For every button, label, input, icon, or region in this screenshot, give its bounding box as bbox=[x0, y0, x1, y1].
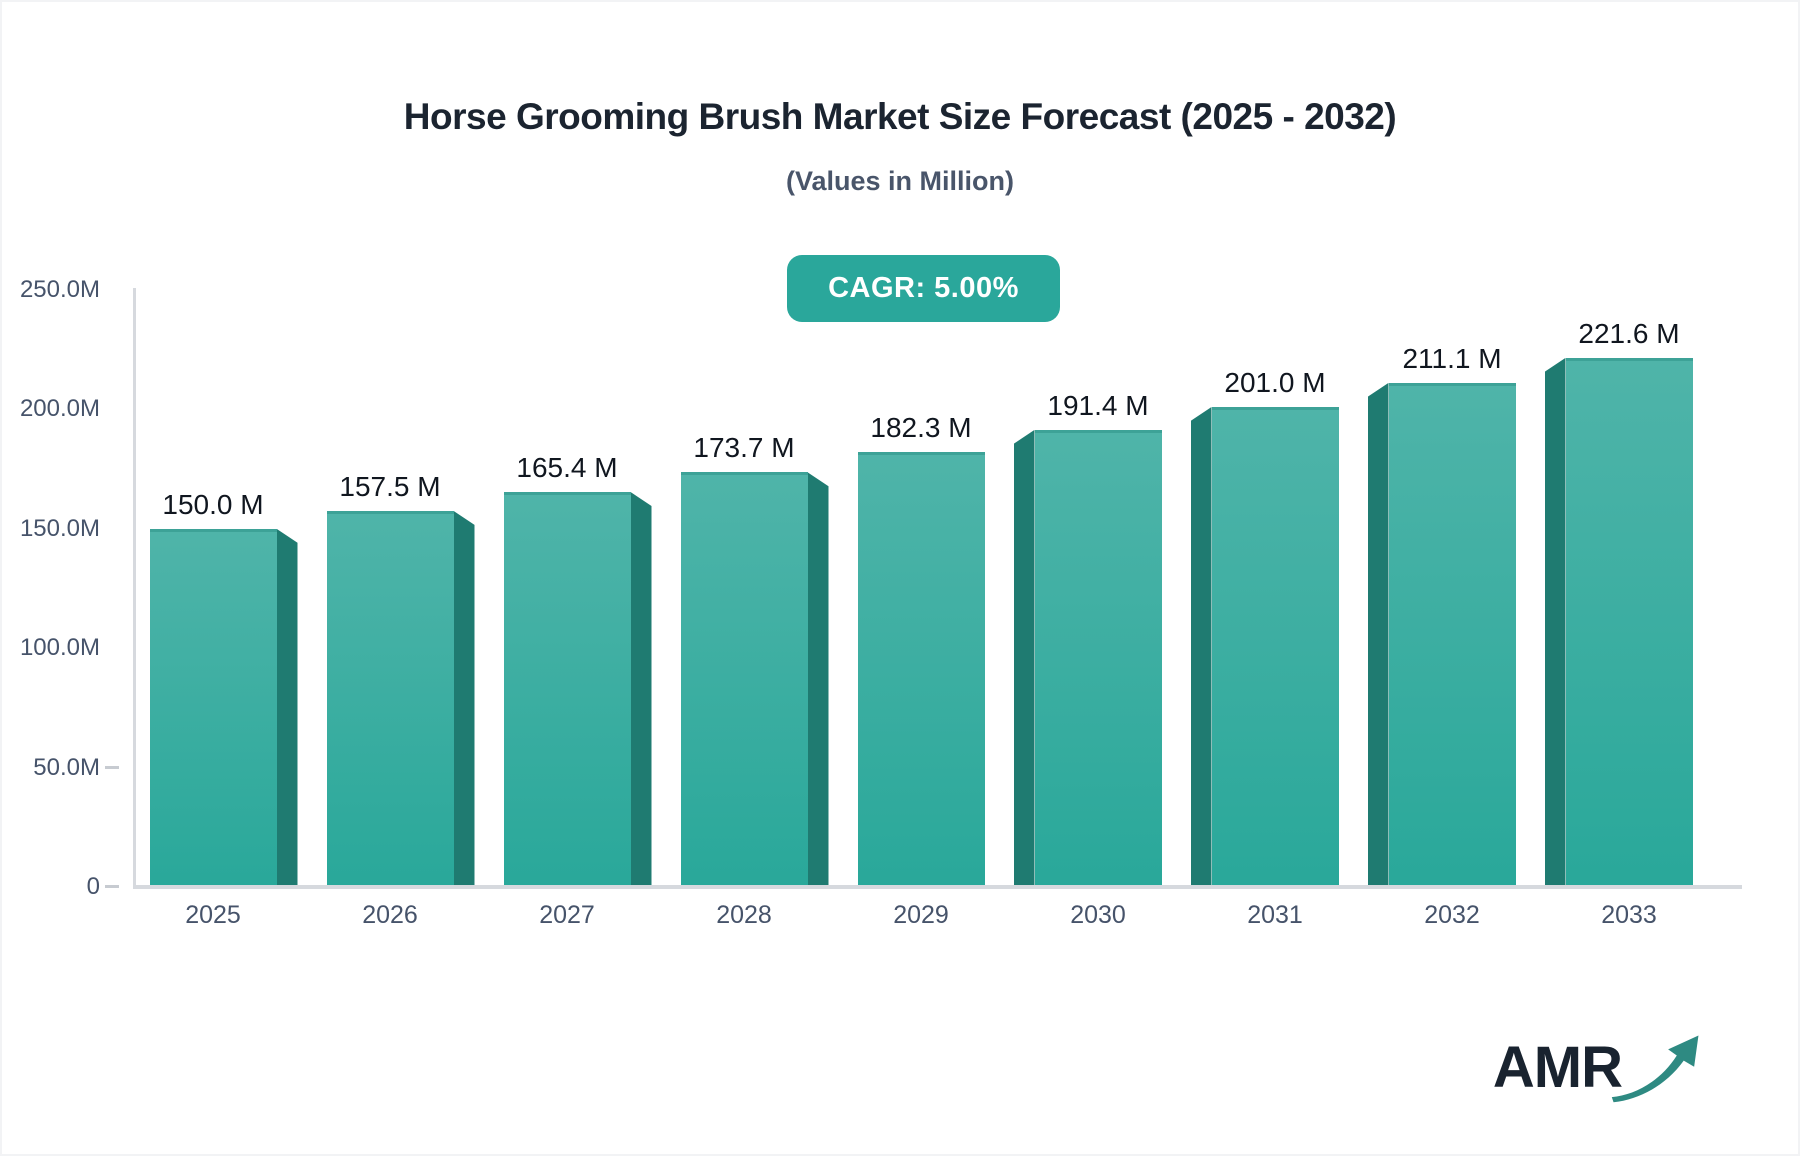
bar-2026 bbox=[326, 510, 454, 887]
growth-arrow-icon bbox=[1611, 1035, 1699, 1103]
bar-2033 bbox=[1565, 357, 1693, 887]
chart-title: Horse Grooming Brush Market Size Forecas… bbox=[403, 96, 1397, 137]
x-axis-tick-label: 2026 bbox=[362, 901, 418, 929]
bar-side-face bbox=[630, 492, 652, 887]
y-axis-tick-label: 100.0M bbox=[19, 634, 100, 662]
bar-value-label: 157.5 M bbox=[339, 470, 441, 502]
bar-side-face bbox=[276, 528, 298, 887]
bar-2031 bbox=[1211, 407, 1339, 887]
y-axis-tick-label: 0 bbox=[86, 873, 100, 900]
bar-2025 bbox=[149, 528, 277, 887]
bar-side-face bbox=[1190, 407, 1212, 887]
bar-side-face bbox=[1367, 382, 1389, 887]
bar-value-label: 173.7 M bbox=[693, 432, 795, 464]
bar-2032 bbox=[1388, 382, 1516, 887]
bar-value-label: 165.4 M bbox=[516, 452, 618, 484]
bar-value-label: 221.6 M bbox=[1578, 317, 1680, 349]
brand-logo: AMR bbox=[1493, 1028, 1704, 1108]
bar-value-label: 211.1 M bbox=[1402, 342, 1502, 374]
bar-value-label: 150.0 M bbox=[162, 488, 264, 520]
bar-side-face bbox=[1544, 357, 1566, 887]
bar-side-face bbox=[1013, 429, 1035, 887]
bar-side-face bbox=[807, 472, 829, 887]
x-axis-tick-label: 2033 bbox=[1601, 901, 1657, 929]
chart-subtitle: (Values in Million) bbox=[785, 166, 1015, 196]
x-axis-tick-label: 2029 bbox=[893, 901, 949, 929]
x-axis-tick-label: 2028 bbox=[716, 901, 772, 929]
y-axis-tick-label: 200.0M bbox=[19, 395, 100, 423]
y-axis-tick-mark bbox=[105, 765, 119, 769]
cagr-badge: CAGR: 5.00% bbox=[787, 255, 1060, 322]
x-axis-tick-label: 2027 bbox=[539, 901, 595, 929]
brand-logo-text: AMR bbox=[1492, 1035, 1623, 1100]
y-axis-line bbox=[133, 288, 136, 889]
x-axis-tick-label: 2030 bbox=[1070, 901, 1126, 929]
x-axis-tick-label: 2031 bbox=[1247, 901, 1303, 929]
bar-value-label: 201.0 M bbox=[1224, 367, 1326, 398]
y-axis-tick-label: 250.0M bbox=[19, 276, 100, 303]
bar-value-label: 182.3 M bbox=[870, 411, 972, 443]
x-axis-tick-label: 2025 bbox=[185, 901, 241, 929]
x-axis-tick-label: 2032 bbox=[1424, 901, 1480, 929]
cagr-badge-label: CAGR: 5.00% bbox=[828, 272, 1019, 304]
bar-2028 bbox=[680, 472, 808, 887]
x-axis-baseline bbox=[133, 885, 1742, 889]
bar-2027 bbox=[503, 492, 631, 887]
bar-2029 bbox=[857, 451, 985, 887]
bar-side-face bbox=[453, 510, 475, 887]
bar-value-label: 191.4 M bbox=[1047, 389, 1149, 421]
y-axis-tick-label: 50.0M bbox=[33, 753, 100, 781]
bar-2030 bbox=[1034, 429, 1162, 887]
y-axis-tick-mark bbox=[105, 885, 119, 888]
y-axis-tick-label: 150.0M bbox=[19, 514, 100, 542]
